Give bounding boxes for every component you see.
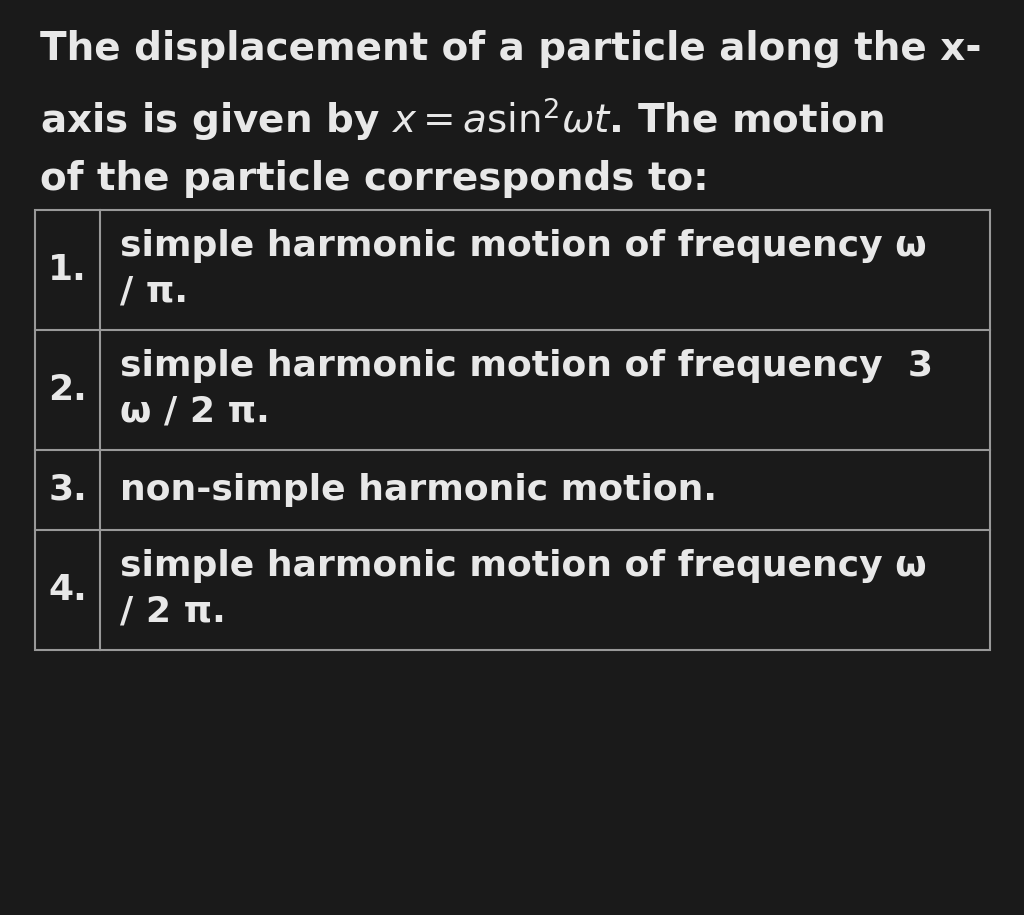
Text: non-simple harmonic motion.: non-simple harmonic motion.	[120, 473, 717, 507]
Text: simple harmonic motion of frequency ω: simple harmonic motion of frequency ω	[120, 549, 927, 583]
Text: 2.: 2.	[48, 373, 87, 407]
Text: / 2 π.: / 2 π.	[120, 595, 225, 629]
Text: axis is given by $x = a\sin^2\!\omega t$. The motion: axis is given by $x = a\sin^2\!\omega t$…	[40, 95, 884, 143]
Text: / π.: / π.	[120, 274, 188, 308]
Text: simple harmonic motion of frequency ω: simple harmonic motion of frequency ω	[120, 229, 927, 263]
Text: 4.: 4.	[48, 573, 87, 607]
Text: of the particle corresponds to:: of the particle corresponds to:	[40, 160, 709, 198]
Text: The displacement of a particle along the x-: The displacement of a particle along the…	[40, 30, 981, 68]
Text: simple harmonic motion of frequency  3: simple harmonic motion of frequency 3	[120, 349, 933, 383]
Text: ω / 2 π.: ω / 2 π.	[120, 394, 269, 428]
Bar	[35, 210, 990, 650]
Text: 3.: 3.	[48, 473, 87, 507]
Text: 1.: 1.	[48, 253, 87, 287]
